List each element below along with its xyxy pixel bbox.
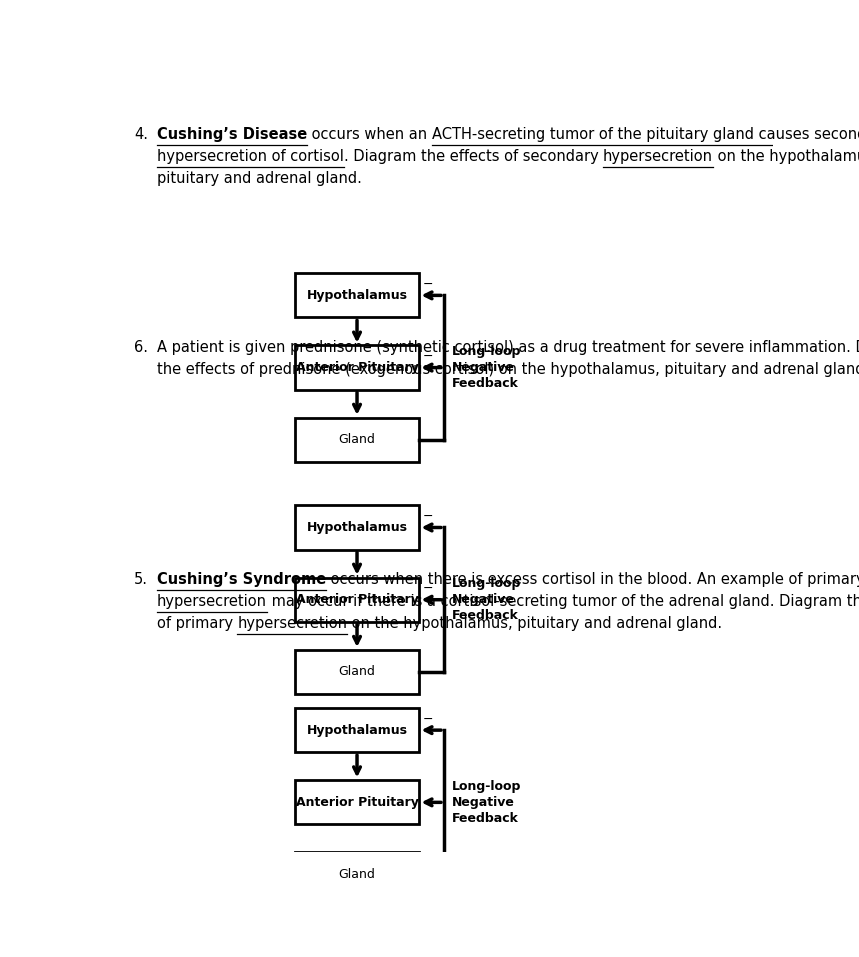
Text: Cushing’s Syndrome: Cushing’s Syndrome <box>156 571 326 587</box>
Text: hypersecretion: hypersecretion <box>603 148 713 164</box>
Bar <box>295 650 418 694</box>
Bar <box>295 345 418 389</box>
Text: Anterior Pituitary: Anterior Pituitary <box>295 593 418 606</box>
Bar <box>295 578 418 622</box>
Text: ACTH-secreting tumor of the pituitary gland causes secondary: ACTH-secreting tumor of the pituitary gl… <box>431 126 859 142</box>
Text: the effects of prednisone (exogenous cortisol) on the hypothalamus, pituitary an: the effects of prednisone (exogenous cor… <box>156 362 859 377</box>
Text: Hypothalamus: Hypothalamus <box>307 289 407 301</box>
Text: Long-loop
Negative
Feedback: Long-loop Negative Feedback <box>452 780 521 825</box>
Bar <box>295 853 418 897</box>
Text: 6.: 6. <box>134 340 148 355</box>
Text: occurs when there is excess cortisol in the blood. An example of primary: occurs when there is excess cortisol in … <box>326 571 859 587</box>
Text: −: − <box>423 713 433 725</box>
Text: Cushing’s Disease: Cushing’s Disease <box>156 126 307 142</box>
Text: Anterior Pituitary: Anterior Pituitary <box>295 796 418 809</box>
Text: may occur if there is a cortisol-secreting tumor of the adrenal gland. Diagram t: may occur if there is a cortisol-secreti… <box>266 593 859 609</box>
Text: Gland: Gland <box>338 434 375 446</box>
Text: −: − <box>423 510 433 523</box>
Text: 4.: 4. <box>134 126 148 142</box>
Text: pituitary and adrenal gland.: pituitary and adrenal gland. <box>156 171 362 186</box>
Bar <box>295 505 418 549</box>
Text: of primary: of primary <box>156 616 237 631</box>
Text: . Diagram the effects of secondary: . Diagram the effects of secondary <box>344 148 603 164</box>
Text: hypersecretion: hypersecretion <box>237 616 347 631</box>
Text: Hypothalamus: Hypothalamus <box>307 723 407 737</box>
Text: Gland: Gland <box>338 665 375 679</box>
Text: Long-loop
Negative
Feedback: Long-loop Negative Feedback <box>452 577 521 622</box>
Bar <box>295 274 418 318</box>
Text: hypersecretion of cortisol: hypersecretion of cortisol <box>156 148 344 164</box>
Bar <box>295 417 418 462</box>
Text: 5.: 5. <box>134 571 148 587</box>
Text: Gland: Gland <box>338 868 375 881</box>
Bar <box>295 708 418 752</box>
Text: occurs when an: occurs when an <box>307 126 431 142</box>
Text: A patient is given prednisone (synthetic cortisol) as a drug treatment for sever: A patient is given prednisone (synthetic… <box>156 340 859 355</box>
Text: on the hypothalamus,: on the hypothalamus, <box>713 148 859 164</box>
Text: −: − <box>423 582 433 595</box>
Bar <box>295 780 418 825</box>
Text: −: − <box>423 278 433 291</box>
Text: on the hypothalamus, pituitary and adrenal gland.: on the hypothalamus, pituitary and adren… <box>347 616 722 631</box>
Text: hypersecretion: hypersecretion <box>156 593 266 609</box>
Text: −: − <box>423 350 433 363</box>
Text: Anterior Pituitary: Anterior Pituitary <box>295 361 418 374</box>
Text: Hypothalamus: Hypothalamus <box>307 521 407 534</box>
Text: Long-loop
Negative
Feedback: Long-loop Negative Feedback <box>452 345 521 390</box>
